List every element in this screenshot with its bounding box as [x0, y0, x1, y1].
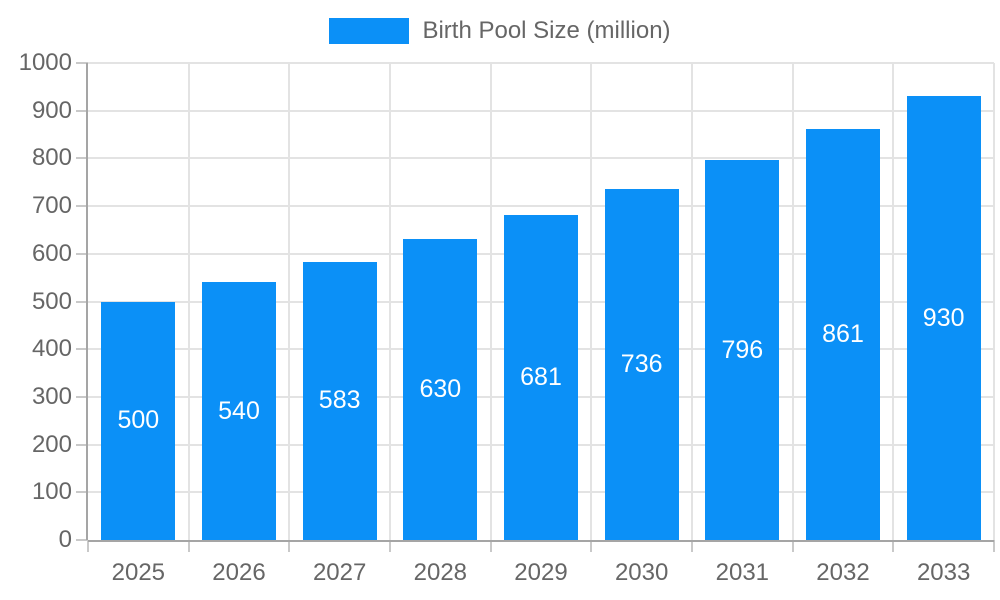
y-tick — [76, 395, 88, 398]
y-gridline — [88, 205, 994, 208]
bar[interactable]: 500 — [101, 301, 176, 540]
y-axis-label: 900 — [31, 96, 72, 124]
x-tick — [87, 540, 89, 552]
x-tick — [993, 540, 995, 552]
x-gridline — [187, 63, 190, 540]
x-axis-label: 2033 — [916, 559, 971, 586]
bar[interactable]: 736 — [604, 188, 679, 540]
bar-value-label: 630 — [419, 375, 462, 404]
x-gridline — [389, 63, 391, 540]
x-tick — [389, 540, 391, 552]
bar[interactable]: 930 — [906, 96, 981, 540]
y-axis-label: 100 — [31, 478, 72, 506]
x-gridline — [791, 63, 794, 540]
x-axis-label: 2032 — [816, 559, 870, 586]
y-tick — [76, 539, 88, 541]
x-axis-label: 2027 — [312, 559, 367, 586]
x-axis-label: 2031 — [715, 559, 770, 586]
bar-value-label: 736 — [620, 349, 663, 378]
y-tick — [76, 491, 88, 494]
y-axis-label: 200 — [31, 430, 72, 458]
y-axis-label: 500 — [31, 287, 72, 315]
x-tick — [892, 540, 895, 552]
bar[interactable]: 861 — [806, 129, 880, 540]
x-tick — [791, 540, 794, 552]
y-tick — [76, 252, 88, 255]
bar-value-label: 681 — [520, 363, 562, 392]
x-gridline — [993, 63, 995, 540]
bar[interactable]: 630 — [403, 239, 478, 540]
bar-value-label: 540 — [218, 396, 260, 425]
x-axis-label: 2025 — [111, 559, 166, 586]
x-tick — [288, 540, 291, 552]
bar-value-label: 930 — [922, 303, 965, 332]
y-tick — [76, 62, 88, 64]
y-axis-label: 0 — [58, 526, 72, 553]
x-gridline — [489, 63, 492, 540]
y-tick — [76, 205, 88, 208]
legend-swatch-icon — [329, 18, 410, 44]
bar-value-label: 796 — [721, 335, 764, 364]
legend-label: Birth Pool Size (million) — [422, 17, 671, 44]
x-axis-label: 2029 — [514, 559, 568, 586]
x-axis-label: 2028 — [413, 559, 468, 586]
bar[interactable]: 796 — [705, 160, 780, 540]
y-axis-label: 800 — [31, 144, 72, 172]
x-gridline — [590, 63, 593, 540]
y-axis-label: 1000 — [18, 49, 72, 76]
y-tick — [76, 348, 88, 351]
bar-value-label: 583 — [318, 386, 361, 415]
y-axis-label: 700 — [31, 192, 72, 220]
y-tick — [76, 109, 88, 112]
bar[interactable]: 681 — [504, 215, 578, 540]
x-gridline — [892, 63, 895, 540]
legend-item-birth-pool-size[interactable]: Birth Pool Size (million) — [329, 17, 671, 45]
bar-value-label: 861 — [822, 320, 864, 349]
y-tick — [76, 157, 88, 160]
x-tick — [691, 540, 693, 552]
y-gridline — [88, 62, 994, 64]
x-tick — [590, 540, 593, 552]
y-axis-label: 600 — [31, 239, 72, 267]
x-tick — [489, 540, 492, 552]
x-axis-line — [88, 540, 994, 542]
y-gridline — [88, 157, 994, 160]
x-axis-label: 2026 — [212, 559, 266, 586]
y-tick — [76, 300, 88, 303]
y-gridline — [88, 109, 994, 112]
bar[interactable]: 540 — [202, 282, 276, 540]
x-tick — [187, 540, 190, 552]
x-gridline — [288, 63, 291, 540]
x-axis-label: 2030 — [614, 559, 669, 586]
bar[interactable]: 583 — [302, 261, 377, 540]
bar-value-label: 500 — [117, 406, 160, 435]
legend: Birth Pool Size (million) — [0, 17, 1000, 45]
y-axis-label: 400 — [31, 335, 72, 363]
y-axis-label: 300 — [31, 382, 72, 410]
y-tick — [76, 443, 88, 446]
x-gridline — [691, 63, 693, 540]
y-axis-line — [86, 63, 88, 540]
